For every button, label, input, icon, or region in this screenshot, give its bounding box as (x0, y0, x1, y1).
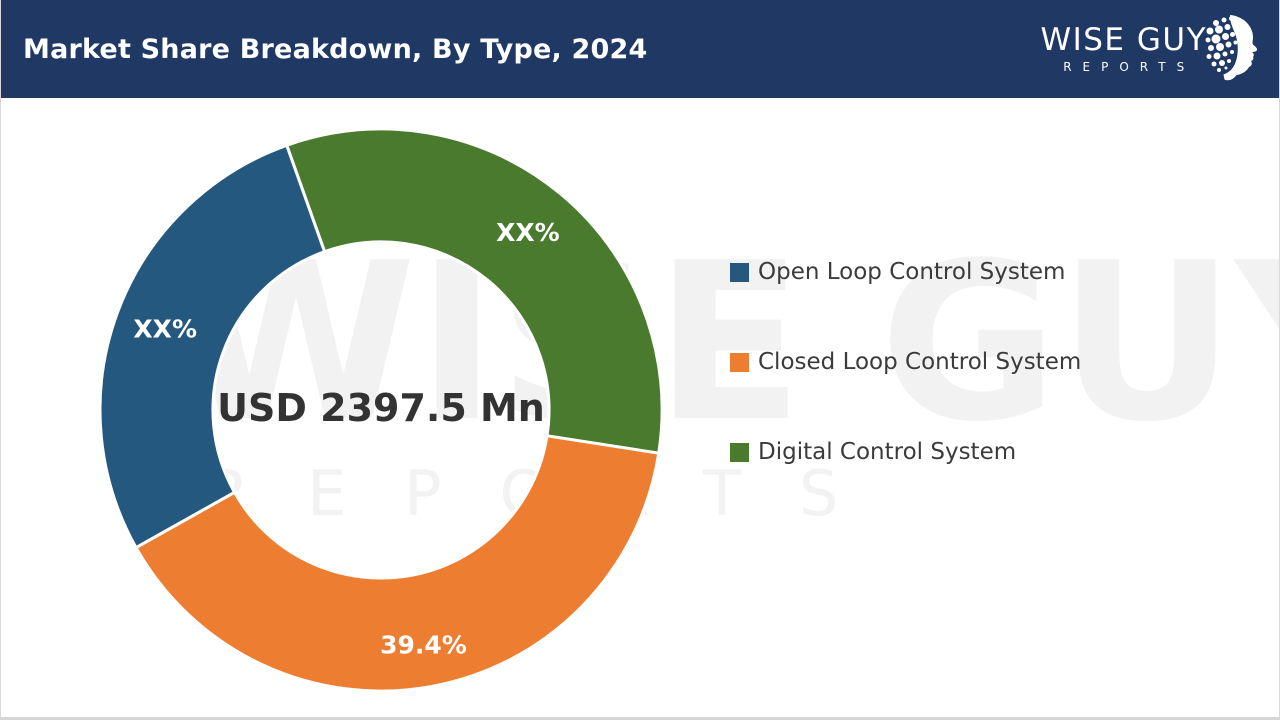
donut-slice-open-loop-control-system[interactable] (98, 143, 327, 550)
legend-marker-digital (730, 442, 749, 462)
legend: Open Loop Control System Closed Loop Con… (730, 252, 1081, 522)
slice-label: XX% (133, 315, 197, 344)
legend-marker-open-loop (730, 262, 749, 282)
legend-marker-closed-loop (730, 352, 749, 372)
legend-label: Open Loop Control System (758, 259, 1066, 285)
wise-guy-logo: WISE GUY REPORTS (1040, 9, 1261, 89)
logo-wordmark: WISE GUY (1040, 22, 1207, 58)
chart-center-total: USD 2397.5 Mn (217, 386, 545, 430)
slice-label: 39.4% (380, 631, 467, 660)
donut-slice-digital-control-system[interactable] (285, 127, 664, 455)
donut-slice-closed-loop-control-system[interactable] (134, 434, 661, 693)
legend-item-digital-control-system[interactable]: Digital Control System (730, 432, 1081, 472)
page-title: Market Share Breakdown, By Type, 2024 (23, 33, 648, 65)
legend-item-closed-loop-control-system[interactable]: Closed Loop Control System (730, 342, 1081, 382)
logo-subtitle: REPORTS (1063, 60, 1196, 74)
slice-label: XX% (496, 218, 560, 247)
legend-item-open-loop-control-system[interactable]: Open Loop Control System (730, 252, 1081, 292)
legend-label: Closed Loop Control System (758, 349, 1082, 375)
header: Market Share Breakdown, By Type, 2024 WI… (1, 0, 1279, 98)
logo-face-icon (1205, 15, 1258, 81)
legend-label: Digital Control System (758, 439, 1017, 465)
